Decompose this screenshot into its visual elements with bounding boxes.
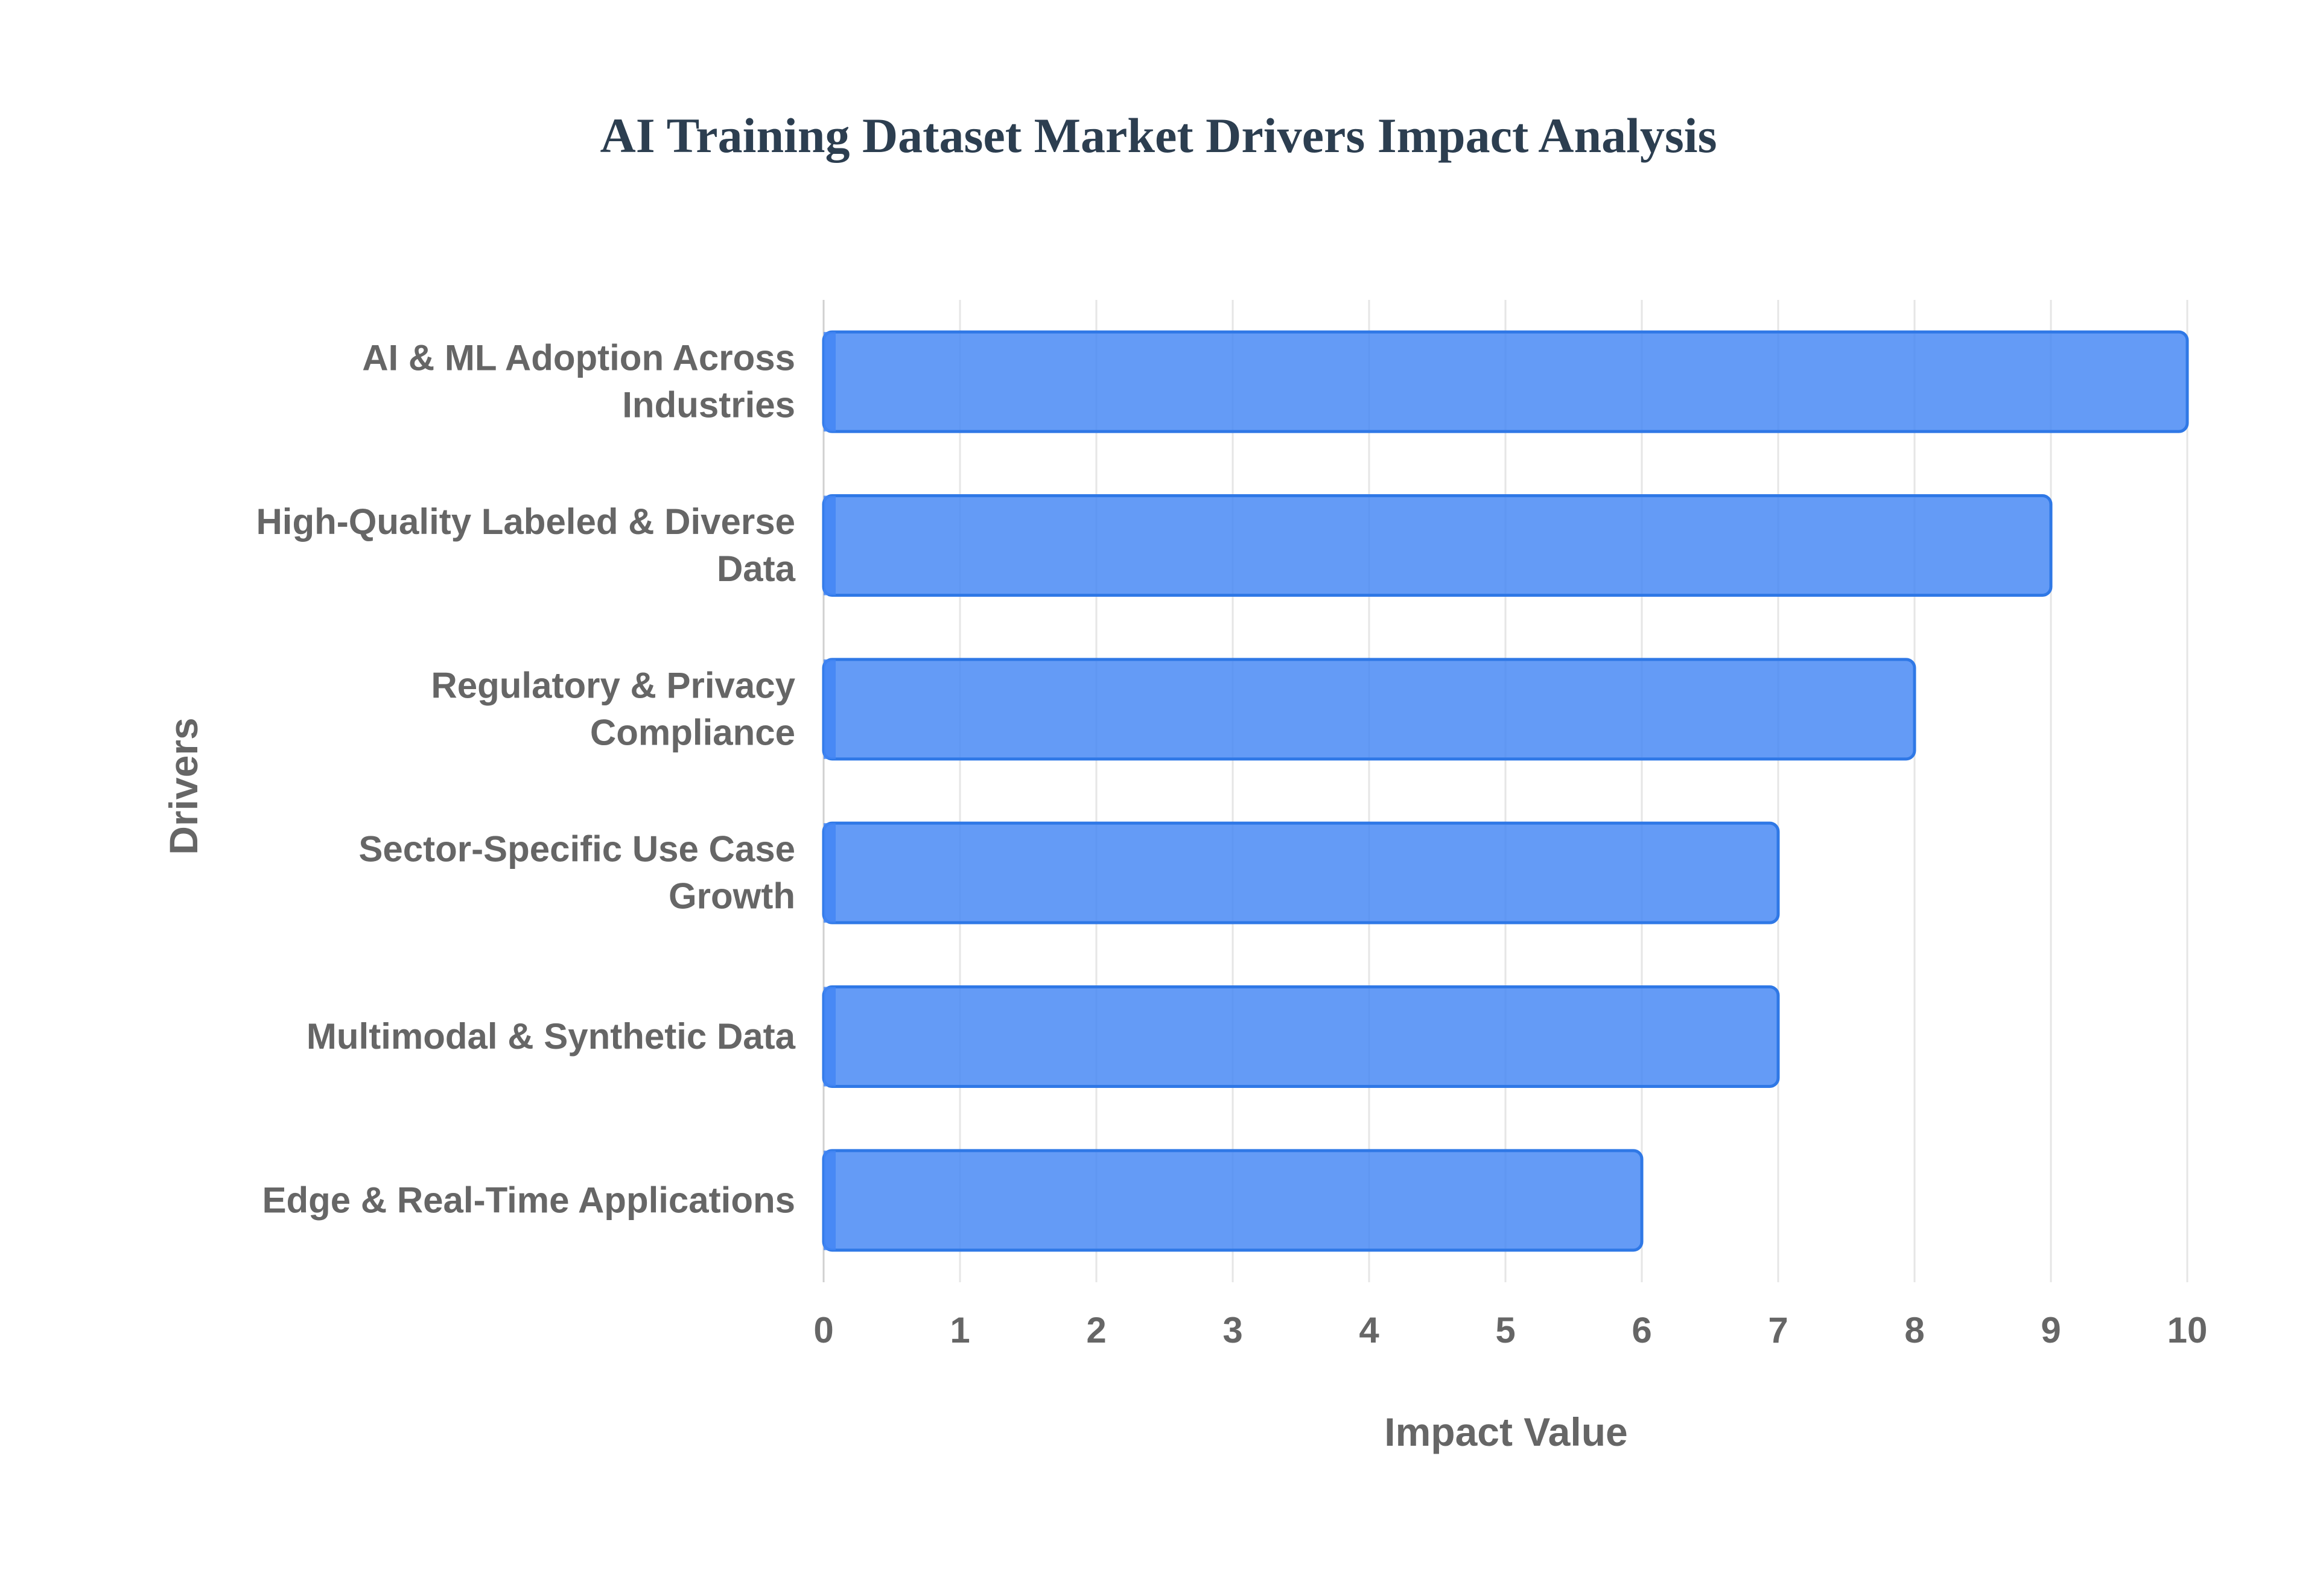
y-tick-label: Multimodal & Synthetic Data bbox=[307, 1016, 796, 1057]
bar[interactable] bbox=[822, 330, 2189, 433]
x-tick-label: 8 bbox=[1904, 1310, 1924, 1350]
bar[interactable] bbox=[822, 985, 1780, 1088]
y-tick-label-line: Industries bbox=[622, 385, 795, 425]
y-axis-title: Drivers bbox=[161, 717, 206, 855]
grid-lines bbox=[822, 300, 2188, 1282]
y-tick-label-line: Edge & Real-Time Applications bbox=[262, 1180, 795, 1220]
x-tick-label: 5 bbox=[1495, 1310, 1515, 1350]
x-tick-label: 3 bbox=[1222, 1310, 1242, 1350]
bar-left-edge bbox=[824, 332, 836, 432]
y-tick-label-line: AI & ML Adoption Across bbox=[362, 338, 795, 378]
bar-left-edge bbox=[824, 823, 836, 923]
x-tick-label: 7 bbox=[1768, 1310, 1788, 1350]
bar-left-edge bbox=[824, 659, 836, 759]
bars bbox=[822, 330, 2189, 1252]
bar-left-edge bbox=[824, 1150, 836, 1250]
y-tick-label-line: Data bbox=[717, 548, 796, 589]
y-tick-labels: AI & ML Adoption Across Industries High-Qu… bbox=[256, 338, 795, 1221]
x-tick-label: 2 bbox=[1086, 1310, 1106, 1350]
y-tick-label: Regulatory & Privacy Compliance bbox=[431, 665, 795, 752]
chart-title: AI Training Dataset Market Drivers Impac… bbox=[600, 108, 1717, 163]
bar-left-edge bbox=[824, 987, 836, 1087]
y-tick-label-line: Regulatory & Privacy bbox=[431, 665, 795, 705]
y-tick-label: High-Quality Labeled & Diverse Data bbox=[256, 501, 795, 589]
y-tick-label: Sector-Specific Use Case Growth bbox=[358, 829, 795, 917]
y-tick-label-line: Multimodal & Synthetic Data bbox=[307, 1016, 796, 1057]
x-axis-title: Impact Value bbox=[1384, 1410, 1628, 1454]
x-tick-label: 0 bbox=[813, 1310, 833, 1350]
x-tick-label: 4 bbox=[1359, 1310, 1379, 1350]
bar[interactable] bbox=[822, 821, 1780, 924]
y-tick-label-line: Sector-Specific Use Case bbox=[358, 829, 795, 870]
x-tick-label: 6 bbox=[1632, 1310, 1651, 1350]
bar[interactable] bbox=[822, 494, 2053, 597]
y-tick-label: Edge & Real-Time Applications bbox=[262, 1180, 795, 1220]
y-tick-label-line: Compliance bbox=[590, 712, 795, 752]
x-tick-label: 10 bbox=[2167, 1310, 2208, 1350]
x-tick-labels: 0 1 2 3 4 5 6 7 8 9 10 bbox=[813, 1310, 2207, 1350]
bar[interactable] bbox=[822, 658, 1916, 761]
y-tick-label-line: High-Quality Labeled & Diverse bbox=[256, 501, 795, 542]
bar-left-edge bbox=[824, 495, 836, 596]
y-tick-label-line: Growth bbox=[669, 876, 795, 917]
x-tick-label: 9 bbox=[2041, 1310, 2061, 1350]
y-tick-label: AI & ML Adoption Across Industries bbox=[362, 338, 795, 425]
bar[interactable] bbox=[822, 1149, 1644, 1252]
x-tick-label: 1 bbox=[950, 1310, 970, 1350]
